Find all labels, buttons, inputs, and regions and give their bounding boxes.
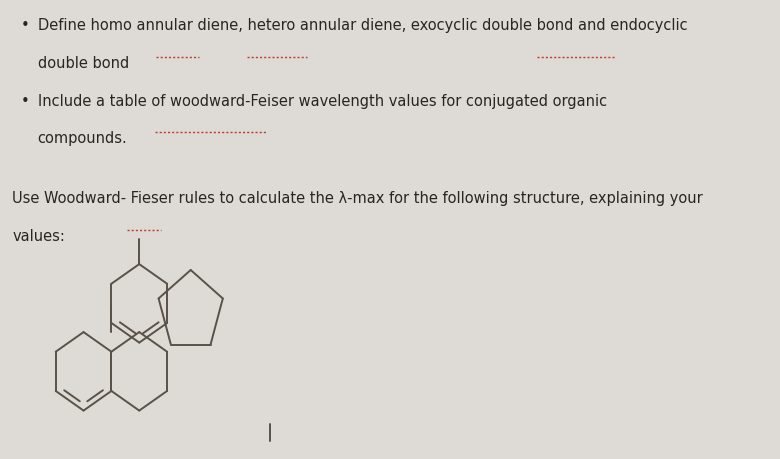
Text: values:: values: bbox=[12, 229, 66, 244]
Text: Define homo annular diene, hetero annular diene, exocyclic double bond and endoc: Define homo annular diene, hetero annula… bbox=[37, 18, 687, 34]
Text: •: • bbox=[20, 18, 29, 34]
Text: compounds.: compounds. bbox=[37, 131, 127, 146]
Text: double bond: double bond bbox=[37, 56, 129, 71]
Text: •: • bbox=[20, 94, 29, 109]
Text: Include a table of woodward-Feiser wavelength values for conjugated organic: Include a table of woodward-Feiser wavel… bbox=[37, 94, 607, 109]
Text: Use Woodward- Fieser rules to calculate the λ-max for the following structure, e: Use Woodward- Fieser rules to calculate … bbox=[12, 191, 703, 207]
